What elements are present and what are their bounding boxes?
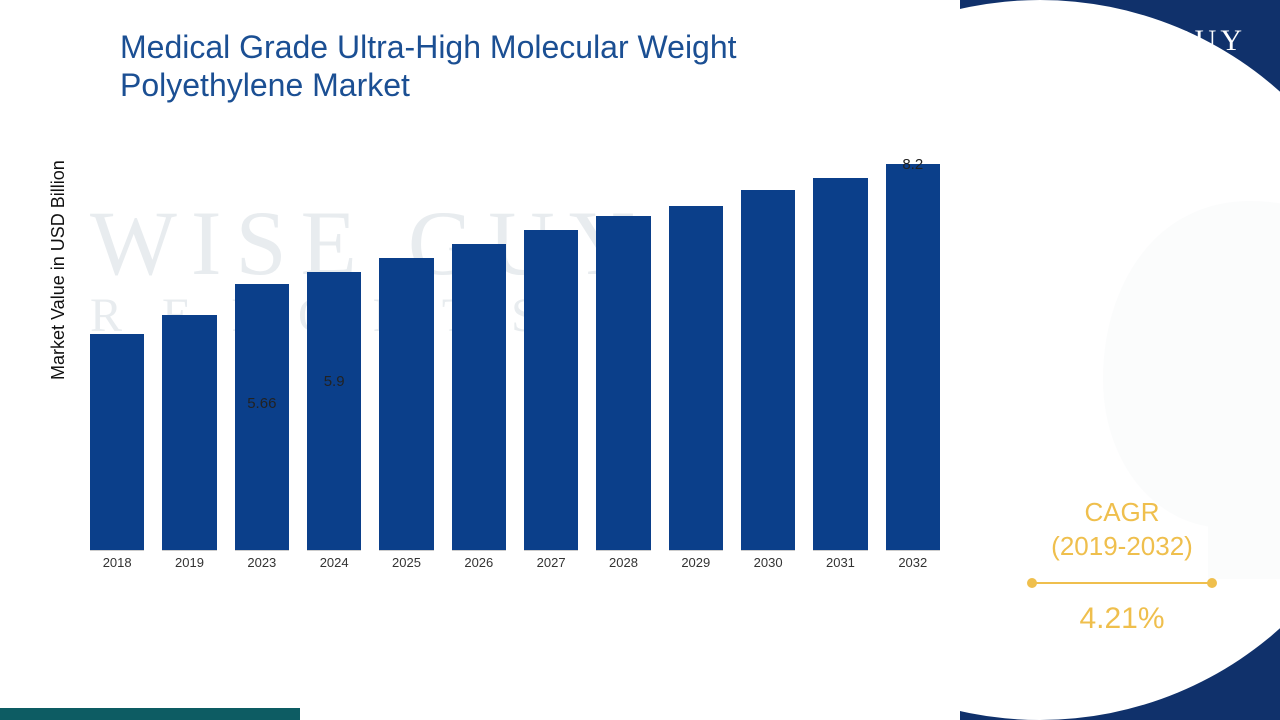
- bar-col: [669, 206, 723, 550]
- bar: [741, 190, 795, 550]
- x-axis: 2018 2019 2023 2024 2025 2026 2027 2028 2029 2030…: [90, 550, 940, 570]
- bar-col: [162, 315, 216, 550]
- bar-col: 5.9: [307, 272, 361, 550]
- y-axis-label: Market Value in USD Billion: [48, 160, 69, 380]
- bar-col: [90, 334, 144, 550]
- bar-value-label: 8.2: [886, 156, 940, 173]
- x-tick-label: 2019: [162, 550, 216, 570]
- bar: [307, 272, 361, 550]
- cagr-divider: [1032, 582, 1212, 584]
- bar: [452, 244, 506, 550]
- bar-value-label: 5.9: [307, 373, 361, 390]
- bar: [886, 164, 940, 550]
- bar: [379, 258, 433, 550]
- brand-logo: WISE GUY REPORTS: [1068, 24, 1246, 76]
- cagr-label-line1: CAGR: [1012, 496, 1232, 530]
- bar-col: [813, 178, 867, 550]
- x-tick-label: 2031: [813, 550, 867, 570]
- bars-row: 5.66 5.9 8.2: [90, 150, 940, 550]
- bar-col: [741, 190, 795, 550]
- x-tick-label: 2027: [524, 550, 578, 570]
- bar-value-label: 5.66: [235, 395, 289, 412]
- bar: [813, 178, 867, 550]
- cagr-label-line2: (2019-2032): [1012, 530, 1232, 564]
- bar: [669, 206, 723, 550]
- x-tick-label: 2032: [886, 550, 940, 570]
- x-tick-label: 2029: [669, 550, 723, 570]
- plot-area: 5.665.98.2 20182019202320242025202620272…: [90, 150, 940, 570]
- chart-title: Medical Grade Ultra-High Molecular Weigh…: [120, 28, 800, 105]
- cagr-value: 4.21%: [1012, 602, 1232, 636]
- bar: [235, 284, 289, 550]
- bar: [162, 315, 216, 550]
- bar-col: [379, 258, 433, 550]
- bar-col: [452, 244, 506, 550]
- x-tick-label: 2030: [741, 550, 795, 570]
- bar-col: [596, 216, 650, 550]
- bar: [524, 230, 578, 550]
- x-tick-label: 2026: [452, 550, 506, 570]
- bar-col: 8.2: [886, 164, 940, 550]
- bar-col: [524, 230, 578, 550]
- x-tick-label: 2028: [596, 550, 650, 570]
- cagr-block: CAGR (2019-2032) 4.21%: [1012, 496, 1232, 636]
- chart-container: Market Value in USD Billion 5.665.98.2 2…: [60, 150, 940, 610]
- bar-col: 5.66: [235, 284, 289, 550]
- x-tick-label: 2024: [307, 550, 361, 570]
- brand-line1: WISE GUY: [1068, 24, 1246, 58]
- bar: [596, 216, 650, 550]
- x-tick-label: 2018: [90, 550, 144, 570]
- brand-line2: REPORTS: [1068, 60, 1246, 76]
- x-tick-label: 2025: [379, 550, 433, 570]
- x-tick-label: 2023: [235, 550, 289, 570]
- bar: [90, 334, 144, 550]
- footer-accent-bar: [0, 708, 300, 720]
